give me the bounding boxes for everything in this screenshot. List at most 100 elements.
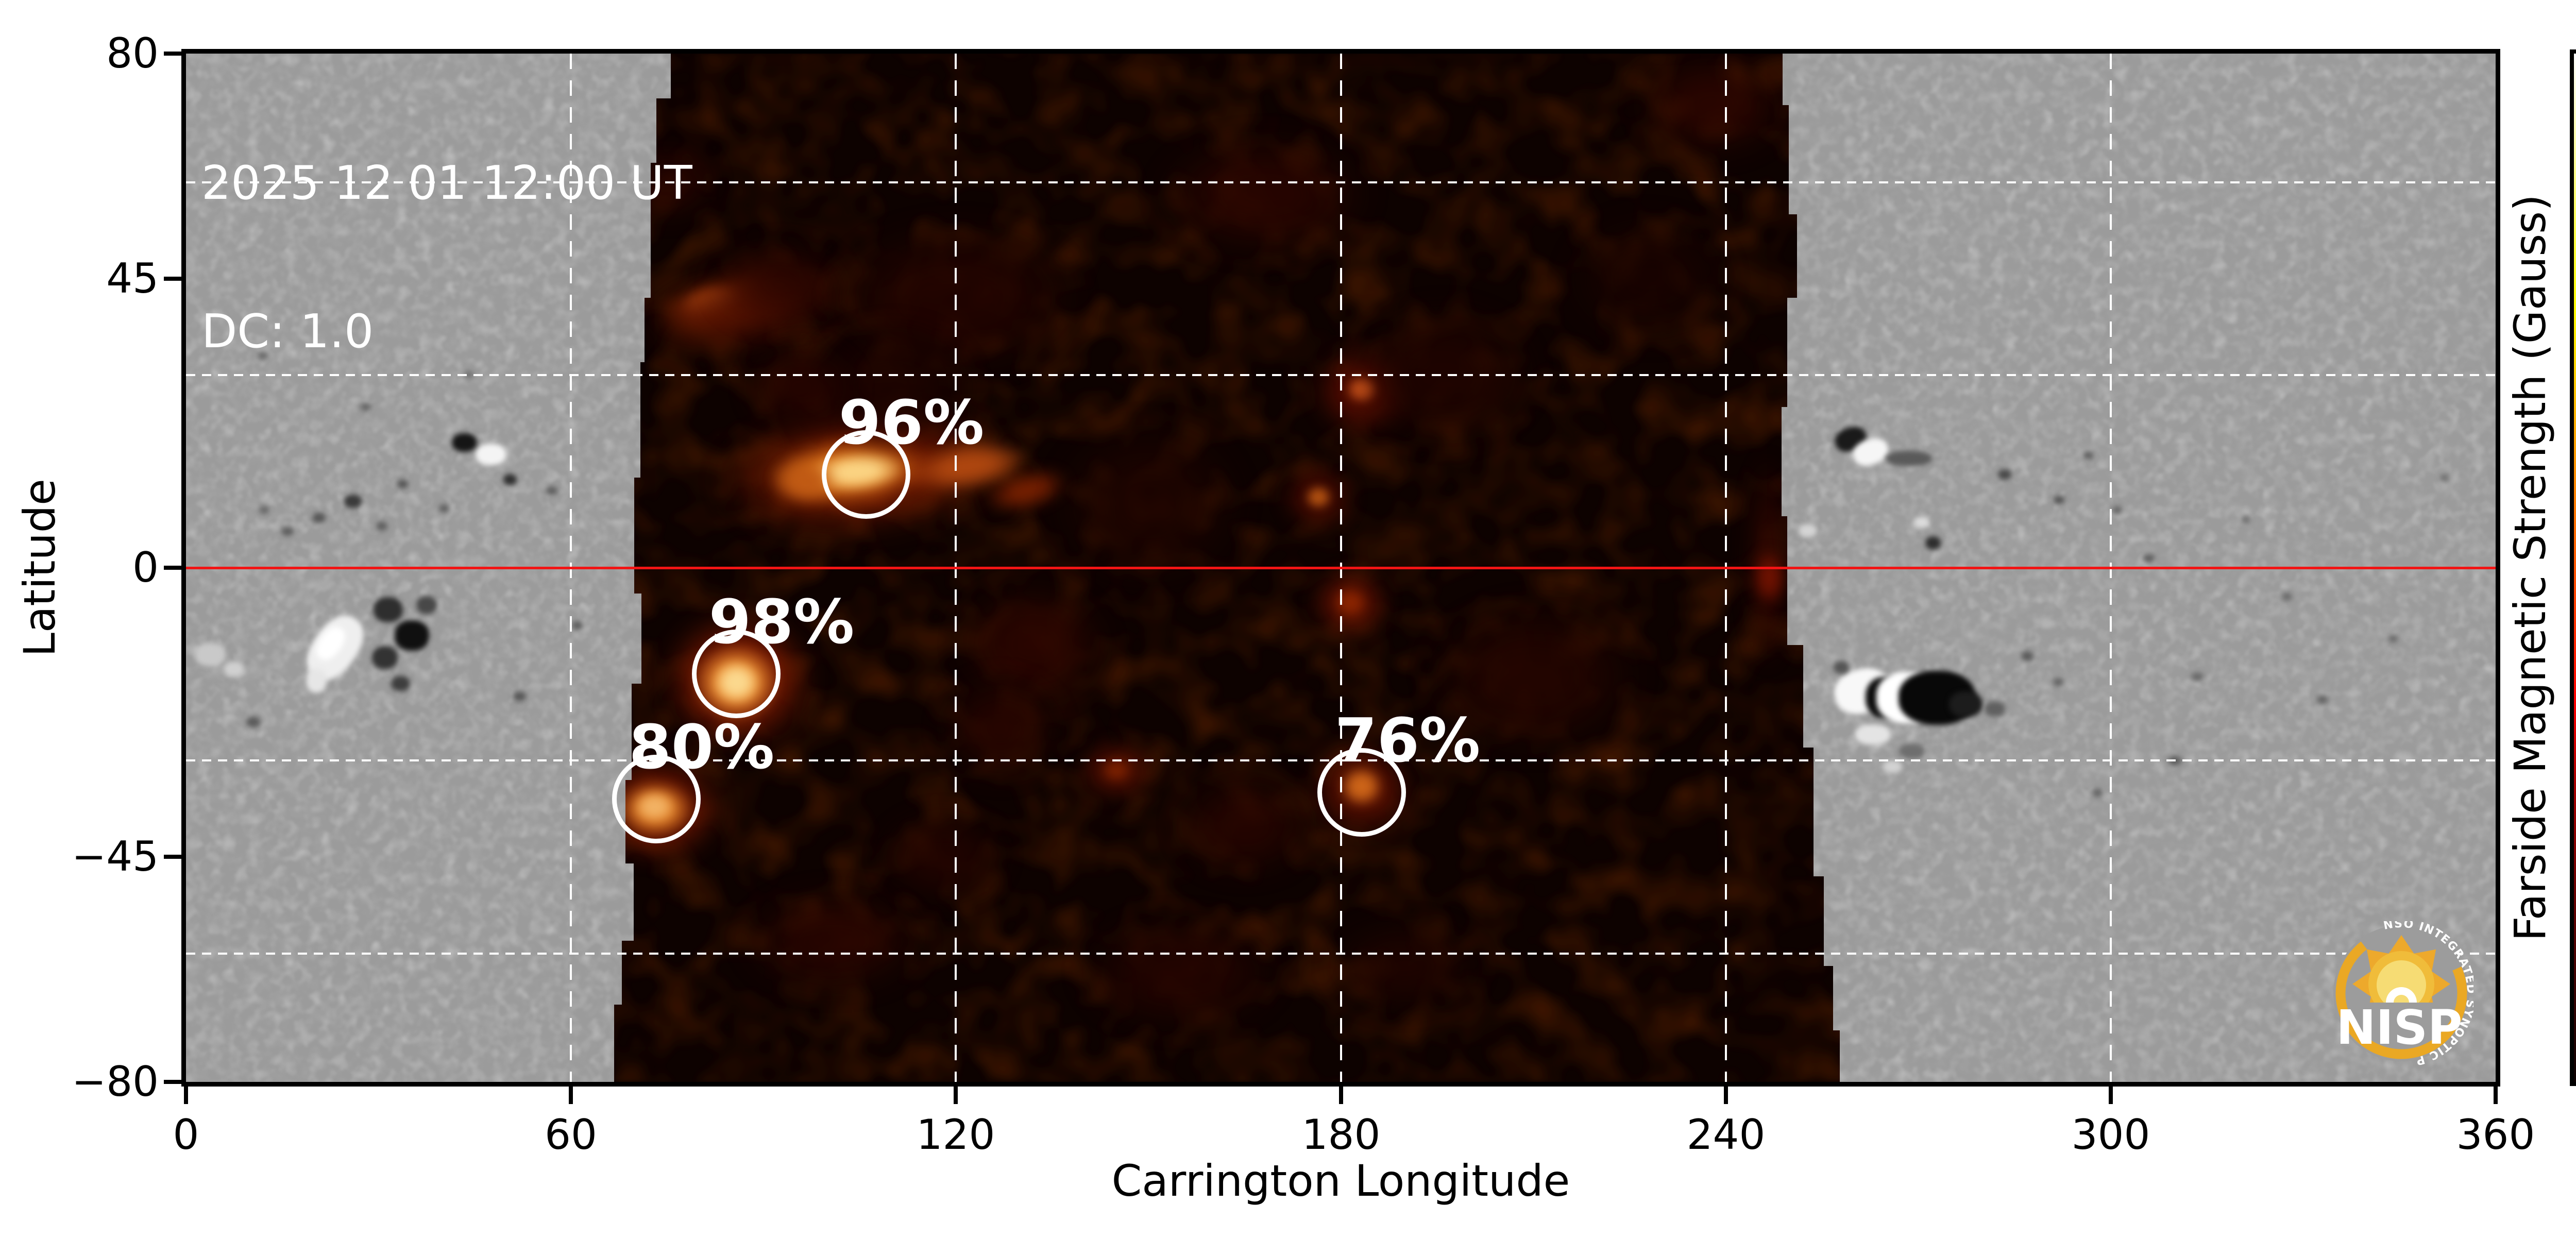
map-timestamp: 2025 12 01 12:00 UT (201, 156, 692, 210)
x-tick-label: 0 (173, 1111, 199, 1159)
farside-blob (1174, 773, 1315, 876)
detection-circle (1317, 748, 1406, 837)
farside-blob (1304, 484, 1333, 510)
detection-circle (612, 755, 701, 843)
duty-cycle: DC: 1.0 (201, 304, 374, 359)
magnetogram-spot (2143, 554, 2155, 563)
y-tick (164, 1080, 181, 1084)
y-tick-label: 45 (106, 255, 159, 302)
farside-blob (1100, 757, 1132, 783)
grid-line-latitude (186, 181, 2496, 183)
magnetogram-spot (503, 474, 517, 485)
magnetogram-spot (2053, 678, 2063, 686)
magnetogram-spot (1998, 469, 2011, 480)
magnetogram-spot (513, 691, 526, 702)
magnetogram-spot (1899, 743, 1925, 759)
detection-label: 98% (708, 586, 855, 657)
farside-blob (1424, 600, 1642, 754)
magnetogram-spot (439, 504, 449, 513)
magnetogram-spot (1855, 724, 1891, 745)
magnetogram-spot (224, 662, 244, 677)
magnetogram-spot (2241, 516, 2250, 523)
grid-line-latitude (186, 953, 2496, 955)
farside-blob (1328, 921, 1482, 1011)
magnetogram-spot (1985, 701, 2005, 717)
farside-blob (940, 677, 1062, 780)
x-axis-title: Carrington Longitude (1111, 1156, 1570, 1206)
magnetogram-spot (246, 717, 260, 727)
farside-blob (1155, 134, 1372, 256)
farside-blob (1752, 549, 1787, 606)
farside-blob (879, 812, 1007, 902)
magnetogram-spot (2092, 789, 2103, 797)
detection-label: 76% (1334, 705, 1481, 776)
magnetogram-spot (360, 403, 371, 411)
logo-nisp-text: NISP (2336, 1000, 2463, 1055)
magnetogram-spot (2440, 474, 2449, 481)
magnetogram-spot (2083, 451, 2093, 460)
farside-blob (744, 343, 859, 433)
plot-area: NISP NSO INTEGRATED SYNOPTIC PROGRAM 96%… (181, 49, 2500, 1087)
grid-line-latitude (186, 374, 2496, 376)
farside-blob (741, 889, 927, 992)
magnetogram-spot (572, 621, 583, 630)
magnetogram-spot (2054, 496, 2065, 504)
y-tick-label: 80 (106, 29, 159, 77)
plot-content: NISP NSO INTEGRATED SYNOPTIC PROGRAM 96%… (186, 54, 2496, 1082)
magnetogram-spot (376, 521, 387, 531)
magnetogram-spot (1834, 661, 1849, 674)
y-tick (164, 277, 181, 281)
y-tick (164, 52, 181, 56)
magnetogram-spot (546, 486, 557, 495)
x-tick (569, 1087, 573, 1104)
magnetogram-spot (476, 444, 506, 465)
farside-colorbar-gradient (2574, 54, 2576, 1082)
farside-colorbar-title: Farside Magnetic Strength (Gauss) (2505, 194, 2555, 941)
x-tick-label: 180 (1301, 1111, 1381, 1159)
magnetogram-spot (259, 506, 269, 514)
x-tick-label: 60 (545, 1111, 597, 1159)
nisp-logo: NISP NSO INTEGRATED SYNOPTIC PROGRAM (2329, 921, 2473, 1065)
magnetogram-spot (258, 352, 268, 360)
x-tick (184, 1087, 188, 1104)
x-tick (1724, 1087, 1728, 1104)
magnetogram-spot (2112, 506, 2122, 514)
x-tick-label: 240 (1686, 1111, 1766, 1159)
x-tick-label: 120 (916, 1111, 995, 1159)
x-tick (1339, 1087, 1343, 1104)
y-axis-title: Latitude (14, 479, 65, 657)
y-tick-label: −45 (72, 833, 159, 880)
magnetogram-spot (452, 433, 477, 452)
magnetogram-spot (1925, 536, 1941, 550)
magnetogram-spot (2282, 592, 2292, 601)
magnetogram-spot (372, 646, 398, 669)
farside-blob (1636, 54, 1790, 157)
magnetogram-spot (195, 643, 226, 666)
farside-blob (1078, 915, 1283, 1031)
detection-circle (822, 430, 910, 519)
magnetogram-spot (397, 480, 408, 488)
farside-blob (712, 243, 847, 327)
x-tick (2494, 1087, 2498, 1104)
magnetogram-spot (416, 596, 437, 614)
magnetogram-active-regions (186, 54, 2496, 1082)
logo-ring-arc (2335, 941, 2467, 1059)
magnetogram-spot (1883, 760, 1902, 773)
magnetogram-spot (391, 676, 410, 691)
detection-label: 96% (838, 387, 985, 458)
magnetogram-spot (312, 513, 326, 523)
logo-sun-icon (2352, 935, 2450, 1003)
timestamp-annotation: 2025 12 01 12:00 UT DC: 1.0 (201, 60, 692, 455)
x-tick-label: 360 (2456, 1111, 2535, 1159)
magnetogram-spot (395, 620, 429, 651)
y-tick-label: 0 (132, 544, 159, 591)
x-tick (2109, 1087, 2113, 1104)
farside-blob (1565, 214, 1732, 343)
y-tick (164, 855, 181, 859)
y-tick (164, 566, 181, 570)
detections-layer: 96% 98% 80% 76% (186, 54, 2496, 1082)
x-tick (954, 1087, 958, 1104)
magnetogram-spot (1949, 691, 1982, 717)
farside-blob (1333, 587, 1368, 619)
